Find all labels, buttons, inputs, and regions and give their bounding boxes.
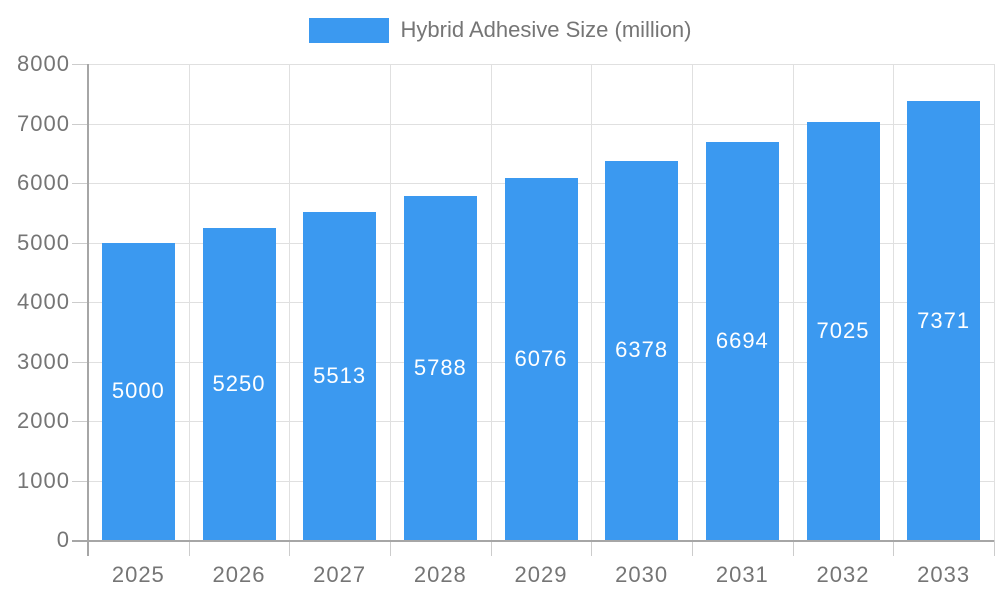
v-gridline	[893, 64, 895, 540]
x-axis-label: 2029	[514, 562, 568, 587]
y-axis-label: 4000	[17, 289, 70, 314]
y-axis-line	[87, 64, 89, 556]
v-gridline	[188, 64, 190, 540]
x-axis-label: 2028	[413, 562, 467, 587]
v-gridline	[591, 64, 593, 540]
y-axis-label: 7000	[17, 110, 70, 136]
bar-value-label: 5000	[111, 378, 165, 404]
x-axis-tick	[490, 540, 492, 556]
x-axis-label: 2031	[715, 562, 769, 587]
y-axis-tick	[72, 361, 88, 363]
x-axis-label: 2025	[111, 562, 165, 587]
y-axis-tick	[72, 64, 88, 65]
bar-value-label: 5250	[212, 370, 266, 396]
y-axis-label: 5000	[17, 229, 70, 255]
x-axis-tick	[289, 540, 291, 556]
h-gridline	[88, 64, 994, 65]
bar-value-label: 5513	[313, 362, 367, 388]
x-axis-label: 2032	[816, 562, 870, 587]
y-axis-label: 8000	[17, 51, 70, 76]
bar[interactable]	[504, 178, 578, 540]
x-axis-tick	[591, 540, 593, 556]
x-axis-label: 2026	[212, 562, 266, 587]
x-axis-tick	[692, 540, 693, 556]
bar-value-label: 7371	[917, 307, 971, 333]
bar-value-label: 6076	[514, 346, 568, 372]
y-axis-tick	[72, 123, 88, 125]
bar[interactable]	[907, 101, 981, 540]
y-axis-tick	[72, 302, 88, 303]
x-axis-label: 2027	[313, 562, 367, 587]
bar-value-label: 5788	[413, 354, 467, 380]
bar-value-label: 6694	[715, 327, 769, 353]
y-axis-tick	[72, 421, 88, 422]
bar[interactable]	[303, 211, 377, 540]
x-axis-tick	[188, 540, 190, 556]
y-axis-label: 3000	[17, 348, 70, 374]
bar[interactable]	[202, 227, 276, 540]
x-axis-label: 2033	[917, 562, 971, 587]
legend-label: Hybrid Adhesive Size (million)	[400, 17, 692, 42]
v-gridline	[994, 64, 995, 540]
x-axis-line	[72, 540, 994, 542]
chart-legend[interactable]: Hybrid Adhesive Size (million)	[0, 14, 1000, 46]
bar[interactable]	[806, 122, 880, 540]
y-axis-label: 2000	[17, 408, 70, 433]
y-axis-tick	[72, 480, 88, 482]
bar[interactable]	[705, 141, 779, 540]
v-gridline	[289, 64, 291, 540]
v-gridline	[390, 64, 391, 540]
h-gridline	[88, 123, 994, 125]
bar[interactable]	[101, 242, 175, 540]
bar-value-label: 7025	[816, 318, 870, 343]
y-axis-tick	[72, 183, 88, 184]
y-axis-label: 0	[56, 527, 70, 552]
bar[interactable]	[403, 195, 477, 540]
x-axis-tick	[792, 540, 794, 556]
y-axis-tick	[72, 242, 88, 244]
y-axis-label: 6000	[17, 170, 70, 195]
v-gridline	[490, 64, 492, 540]
v-gridline	[692, 64, 693, 540]
y-axis-label: 1000	[17, 467, 70, 493]
bar-value-label: 6378	[615, 337, 669, 363]
x-axis-tick	[994, 540, 995, 556]
v-gridline	[792, 64, 794, 540]
x-axis-label: 2030	[615, 562, 669, 587]
bar[interactable]	[605, 160, 679, 540]
x-axis-tick	[390, 540, 391, 556]
x-axis-tick	[893, 540, 895, 556]
legend-swatch-icon	[308, 17, 389, 43]
